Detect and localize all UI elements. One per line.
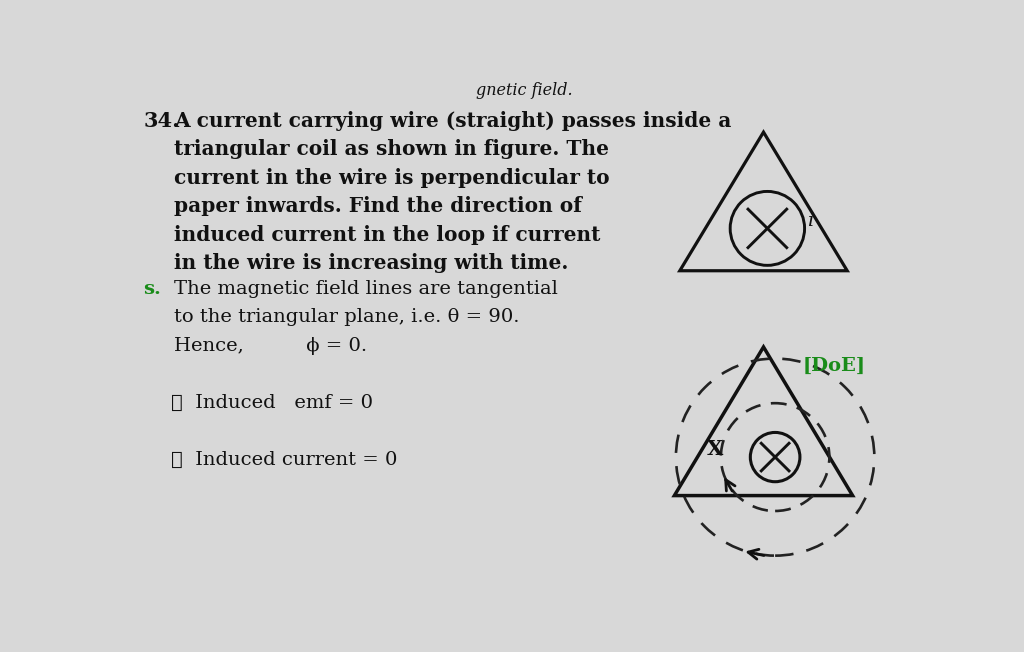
Text: i: i <box>807 212 813 230</box>
Text: in the wire is increasing with time.: in the wire is increasing with time. <box>174 253 569 273</box>
Text: current in the wire is perpendicular to: current in the wire is perpendicular to <box>174 168 610 188</box>
Text: induced current in the loop if current: induced current in the loop if current <box>174 224 601 244</box>
Text: Hence,          ϕ = 0.: Hence, ϕ = 0. <box>174 337 368 355</box>
Text: X: X <box>708 439 724 460</box>
Text: The magnetic field lines are tangential: The magnetic field lines are tangential <box>174 280 558 298</box>
Text: paper inwards. Find the direction of: paper inwards. Find the direction of <box>174 196 583 216</box>
Text: to the triangular plane, i.e. θ = 90.: to the triangular plane, i.e. θ = 90. <box>174 308 520 327</box>
Text: triangular coil as shown in figure. The: triangular coil as shown in figure. The <box>174 139 609 159</box>
Text: gnetic field.: gnetic field. <box>476 82 573 99</box>
Text: 34.: 34. <box>143 111 180 130</box>
Text: s.: s. <box>143 280 162 298</box>
Text: [DoE]: [DoE] <box>802 357 865 375</box>
Text: A current carrying wire (straight) passes inside a: A current carrying wire (straight) passe… <box>174 111 732 130</box>
Text: ∴  Induced current = 0: ∴ Induced current = 0 <box>171 451 397 469</box>
Text: ∴  Induced   emf = 0: ∴ Induced emf = 0 <box>171 394 373 412</box>
